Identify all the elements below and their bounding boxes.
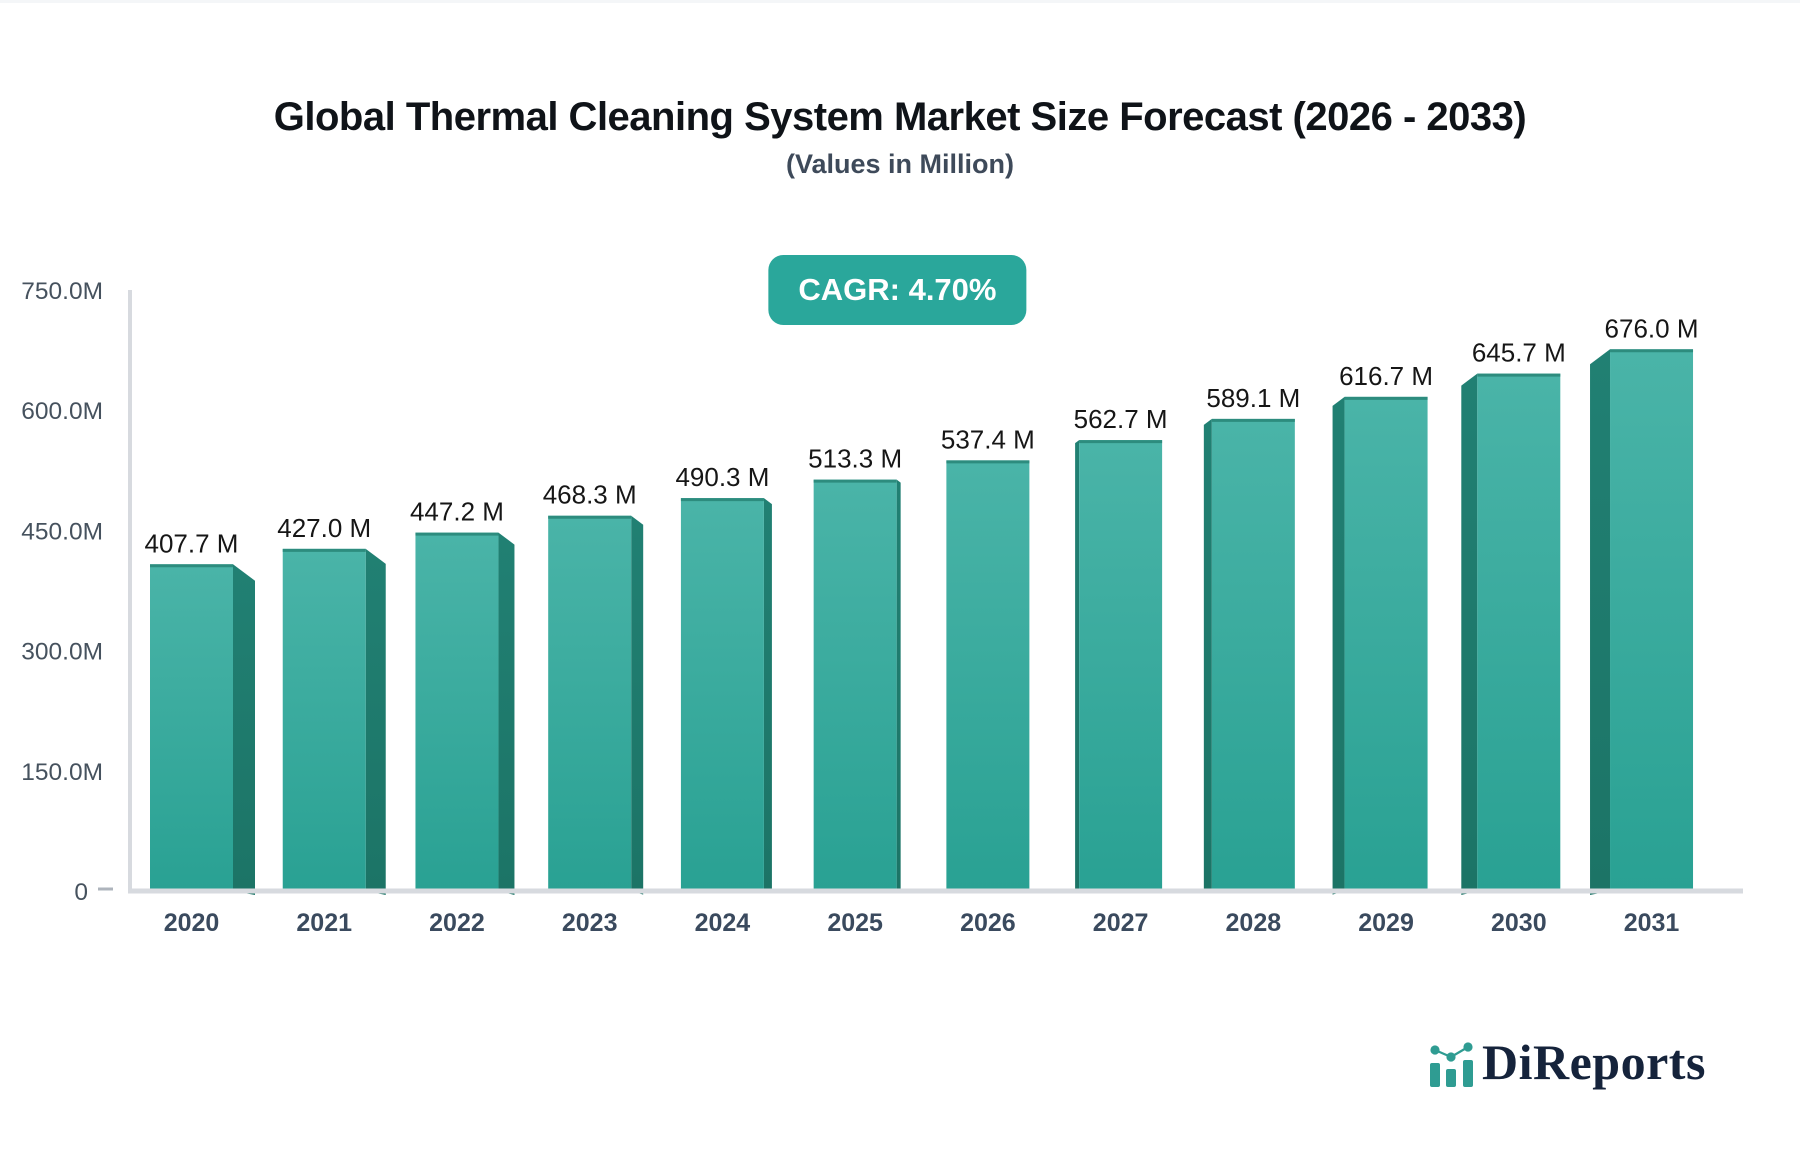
bar-value-label: 513.3 M — [808, 444, 902, 474]
bar-chart-trend-icon — [1430, 1042, 1473, 1087]
bar — [1211, 418, 1295, 891]
bar — [946, 460, 1030, 891]
brand-logo-text: DiReports — [1482, 1034, 1706, 1090]
cagr-badge-label: CAGR: 4.70% — [798, 272, 997, 307]
chart-title: Global Thermal Cleaning System Market Si… — [273, 95, 1527, 139]
bar — [1079, 440, 1163, 891]
x-axis-label: 2028 — [1226, 909, 1282, 937]
bar-value-label: 407.7 M — [145, 528, 239, 558]
bar — [150, 564, 233, 891]
bar — [1344, 396, 1428, 891]
bar — [548, 515, 632, 891]
bar — [282, 548, 366, 891]
bar-value-label: 427.0 M — [277, 513, 371, 543]
y-axis-tick-label: 150.0M — [21, 759, 103, 786]
bar-side-3d — [498, 532, 515, 895]
bar-value-label: 537.4 M — [941, 424, 1035, 454]
y-axis-tick-label: 750.0M — [21, 278, 103, 305]
bar-side-3d — [233, 564, 255, 895]
bar-value-label: 490.3 M — [675, 462, 769, 492]
y-axis-tick-label: 0 — [74, 879, 88, 906]
bar — [415, 532, 499, 891]
brand-logo: DiReports — [1428, 1037, 1706, 1087]
x-axis-label: 2025 — [827, 909, 883, 937]
bar-side-3d — [896, 479, 901, 893]
bar-side-3d — [631, 515, 644, 895]
x-axis-label: 2026 — [960, 909, 1016, 937]
bar-side-3d — [1461, 373, 1478, 895]
x-axis-label: 2024 — [695, 909, 751, 937]
y-axis-tick-label: 600.0M — [21, 398, 103, 425]
x-axis-label: 2020 — [164, 909, 220, 937]
bar — [813, 479, 897, 891]
x-axis-label: 2027 — [1093, 909, 1149, 937]
bar-side-3d — [1075, 440, 1080, 893]
x-axis-label: 2031 — [1624, 909, 1680, 937]
bar — [1610, 349, 1694, 891]
x-axis-label: 2021 — [296, 909, 352, 937]
bar — [1477, 373, 1561, 891]
bar-value-label: 616.7 M — [1339, 361, 1433, 391]
bar-value-label: 676.0 M — [1605, 313, 1699, 343]
bar-side-3d — [763, 498, 772, 894]
bar-value-label: 645.7 M — [1472, 338, 1566, 368]
x-axis-label: 2022 — [429, 909, 485, 937]
bar-chart-plot: 750.0M 600.0M 450.0M 300.0M 150.0M 0 407.7 M 20… — [21, 278, 1743, 937]
chart-subtitle: (Values in Million) — [785, 149, 1015, 179]
x-axis-label: 2030 — [1491, 909, 1547, 937]
y-axis-tick-label: 450.0M — [21, 518, 103, 545]
bar-side-3d — [1590, 349, 1611, 895]
cagr-badge: CAGR: 4.70% — [768, 255, 1027, 325]
bar-value-label: 562.7 M — [1074, 404, 1168, 434]
bar-side-3d — [365, 548, 386, 895]
bar-side-3d — [1332, 396, 1345, 895]
bar-value-label: 589.1 M — [1206, 383, 1300, 413]
bar-value-label: 447.2 M — [410, 497, 504, 527]
y-axis-tick-label: 300.0M — [21, 639, 103, 666]
x-axis-label: 2023 — [562, 909, 618, 937]
x-axis-label: 2029 — [1358, 909, 1414, 937]
bar-value-label: 468.3 M — [543, 480, 637, 510]
bar — [680, 498, 764, 891]
bar-side-3d — [1203, 418, 1212, 894]
